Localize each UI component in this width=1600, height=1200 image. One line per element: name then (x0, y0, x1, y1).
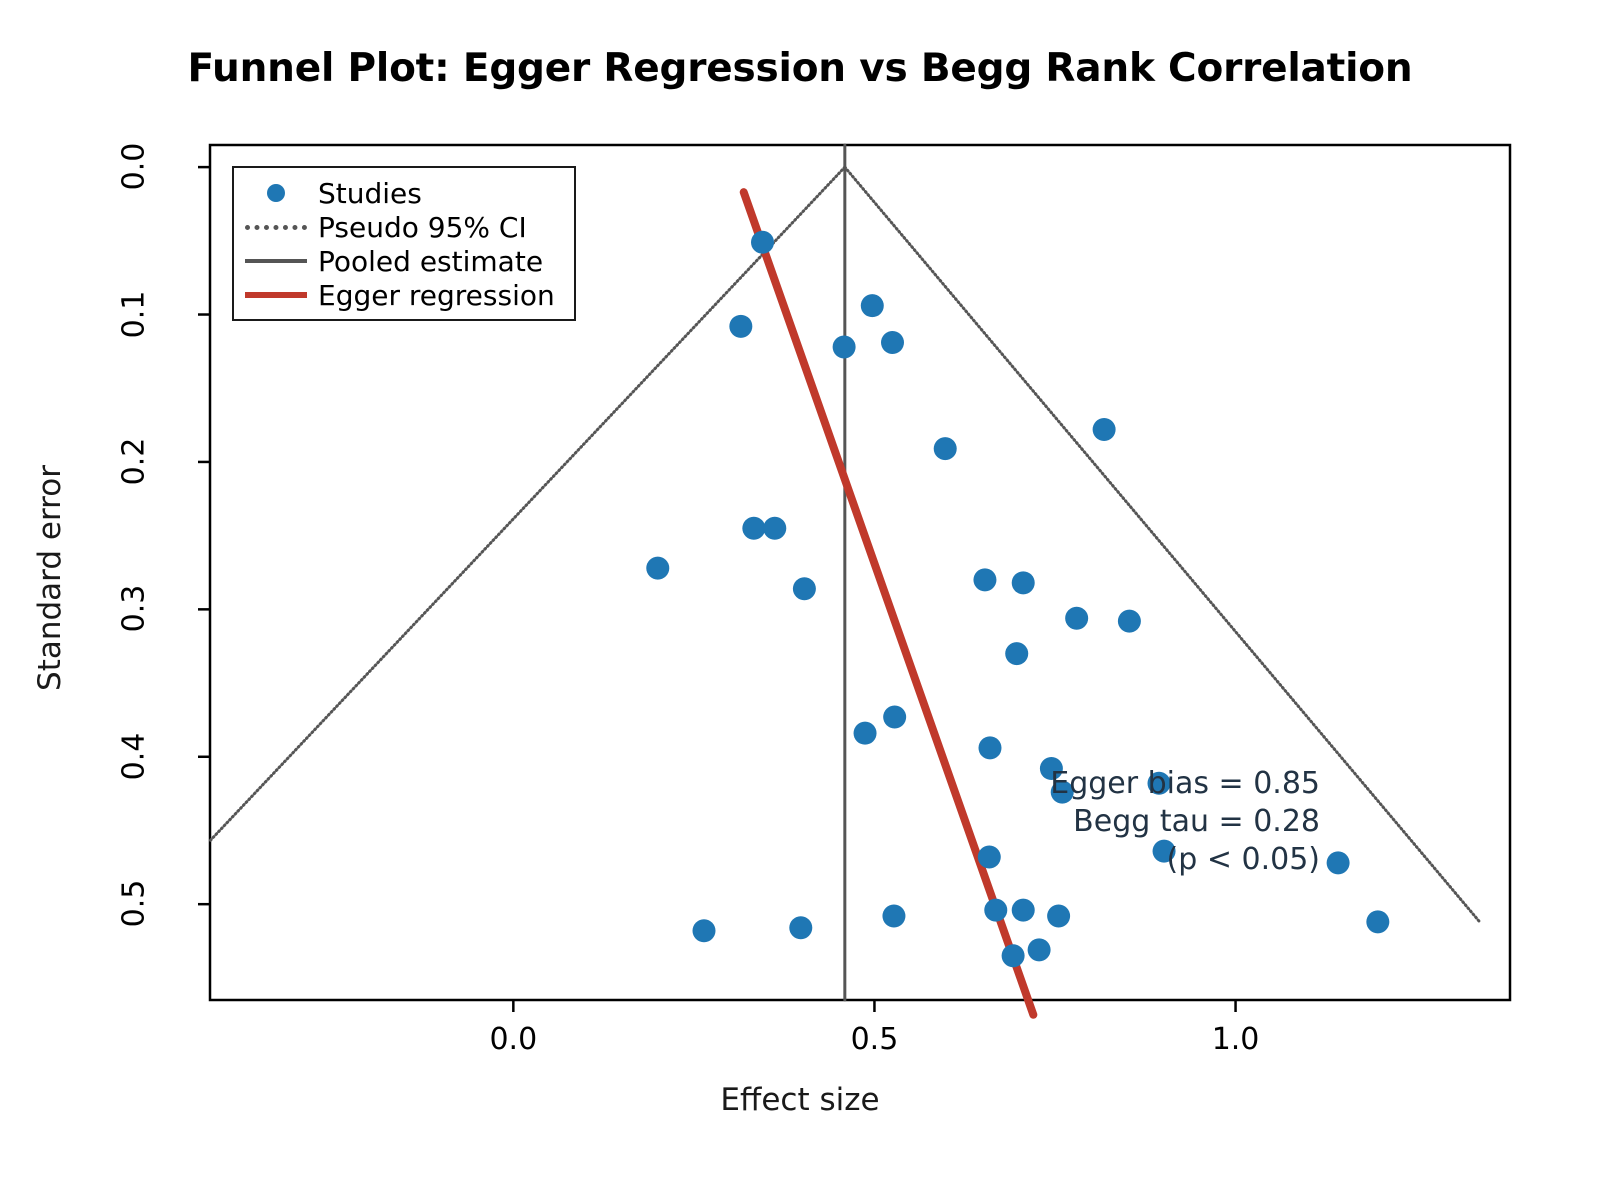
scatter-point (792, 577, 816, 601)
solid-gray-line-icon (234, 259, 318, 263)
scatter-point (763, 516, 787, 540)
scatter-point (860, 294, 884, 318)
studies-marker-icon (234, 184, 318, 202)
scatter-point (1047, 904, 1071, 928)
scatter-points (646, 230, 1390, 968)
scatter-point (977, 845, 1001, 869)
x-tick-label: 0.0 (489, 1022, 538, 1057)
scatter-point (1011, 898, 1035, 922)
scatter-point (1147, 771, 1171, 795)
legend-label-pooled-estimate: Pooled estimate (318, 244, 544, 278)
scatter-point (692, 919, 716, 943)
scatter-point (883, 705, 907, 729)
scatter-point (742, 516, 766, 540)
annotation-begg-tau: Begg tau = 0.28 (1073, 804, 1320, 839)
scatter-point (1152, 839, 1176, 863)
scatter-point (973, 568, 997, 592)
scatter-point (646, 556, 670, 580)
scatter-point (978, 736, 1002, 760)
scatter-point (1092, 418, 1116, 442)
scatter-point (1117, 609, 1141, 633)
solid-red-line-icon (234, 292, 318, 298)
scatter-point (1027, 938, 1051, 962)
dotted-line-icon (234, 224, 318, 230)
legend-label-pseudo-ci: Pseudo 95% CI (318, 210, 527, 244)
scatter-point (1001, 944, 1025, 968)
scatter-point (751, 230, 774, 254)
page-title: Funnel Plot: Egger Regression vs Begg Ra… (187, 46, 1413, 91)
scatter-point (1326, 851, 1350, 875)
legend-item-egger-regression[interactable]: Egger regression (234, 278, 574, 312)
y-tick-label: 0.0 (116, 142, 152, 191)
reference-lines (208, 143, 1482, 1019)
legend-item-pseudo-ci[interactable]: Pseudo 95% CI (234, 210, 574, 244)
y-tick-label: 0.5 (116, 879, 152, 928)
y-tick-label: 0.1 (116, 290, 152, 338)
scatter-point (1039, 757, 1063, 781)
scatter-point (1366, 910, 1390, 934)
x-tick-label: 0.5 (850, 1022, 899, 1057)
scatter-point (882, 904, 906, 928)
annotation-pvalue: (p < 0.05) (1166, 842, 1320, 877)
scatter-point (1011, 571, 1035, 595)
scatter-point (1005, 642, 1029, 666)
scatter-point (832, 335, 856, 359)
x-axis-label: Effect size (720, 1082, 880, 1118)
y-tick-label: 0.2 (116, 437, 152, 486)
statistics-annotation: Egger bias = 0.85 Begg tau = 0.28 (p < 0… (1050, 765, 1320, 879)
scatter-point (789, 916, 813, 940)
y-tick-label: 0.4 (116, 732, 152, 781)
scatter-point (1065, 606, 1089, 630)
scatter-point (853, 721, 877, 745)
scatter-point (1050, 780, 1074, 804)
legend-item-pooled-estimate[interactable]: Pooled estimate (234, 244, 574, 278)
y-axis-label: Standard error (32, 465, 68, 691)
legend-label-egger-regression: Egger regression (318, 278, 555, 312)
y-tick-label: 0.3 (116, 584, 152, 633)
x-tick-label: 1.0 (1211, 1022, 1260, 1057)
chart-legend[interactable]: Studies Pseudo 95% CI Pooled estimate Eg… (232, 166, 576, 321)
scatter-point (881, 331, 904, 355)
legend-label-studies: Studies (318, 176, 422, 210)
axis-ticks (198, 165, 1237, 1012)
scatter-point (984, 898, 1008, 922)
annotation-egger-bias: Egger bias = 0.85 (1050, 766, 1320, 801)
legend-item-studies[interactable]: Studies (234, 176, 574, 210)
scatter-point (933, 437, 957, 461)
scatter-point (729, 314, 753, 338)
